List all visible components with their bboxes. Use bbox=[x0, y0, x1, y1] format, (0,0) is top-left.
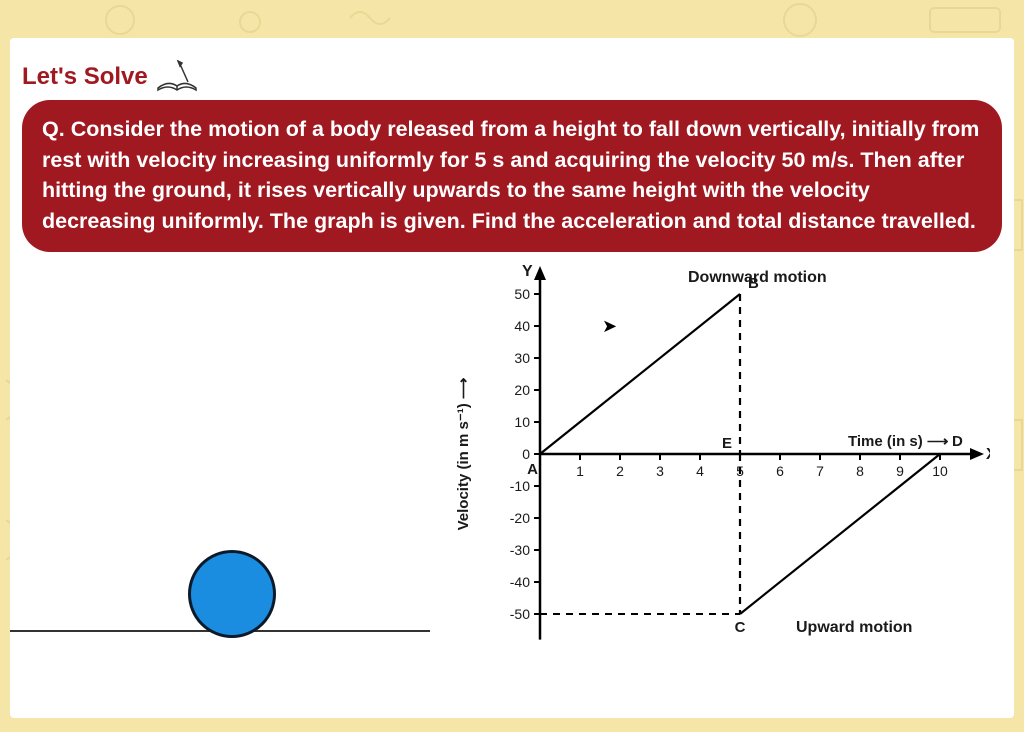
svg-text:3: 3 bbox=[656, 463, 664, 479]
svg-text:-20: -20 bbox=[510, 510, 530, 526]
svg-text:50: 50 bbox=[514, 286, 530, 302]
svg-text:-40: -40 bbox=[510, 574, 530, 590]
svg-text:4: 4 bbox=[696, 463, 704, 479]
svg-text:Upward motion: Upward motion bbox=[796, 619, 912, 636]
ball-icon bbox=[188, 550, 276, 638]
svg-text:-10: -10 bbox=[510, 478, 530, 494]
question-box: Q. Consider the motion of a body release… bbox=[22, 100, 1002, 252]
svg-text:B: B bbox=[748, 275, 759, 292]
svg-text:1: 1 bbox=[576, 463, 584, 479]
svg-text:8: 8 bbox=[856, 463, 864, 479]
svg-text:7: 7 bbox=[816, 463, 824, 479]
svg-text:C: C bbox=[735, 619, 746, 636]
svg-text:Y: Y bbox=[522, 264, 533, 280]
svg-text:X: X bbox=[986, 446, 990, 463]
svg-text:2: 2 bbox=[616, 463, 624, 479]
svg-text:20: 20 bbox=[514, 382, 530, 398]
question-prefix: Q. bbox=[42, 117, 65, 141]
svg-text:10: 10 bbox=[514, 414, 530, 430]
lower-area: YXD-50-40-30-20-100102030405012345678910… bbox=[10, 252, 1014, 662]
svg-text:D: D bbox=[952, 433, 963, 450]
velocity-time-graph: YXD-50-40-30-20-100102030405012345678910… bbox=[450, 264, 990, 664]
svg-text:Time (in s) ⟶: Time (in s) ⟶ bbox=[848, 433, 949, 450]
svg-text:30: 30 bbox=[514, 350, 530, 366]
question-text: Consider the motion of a body released f… bbox=[42, 117, 979, 233]
ball-diagram bbox=[10, 512, 430, 662]
svg-text:10: 10 bbox=[932, 463, 948, 479]
cursor-icon: ➤ bbox=[602, 316, 617, 337]
svg-text:Velocity (in m s⁻¹) ⟶: Velocity (in m s⁻¹) ⟶ bbox=[455, 377, 472, 530]
svg-text:9: 9 bbox=[896, 463, 904, 479]
header: Let's Solve bbox=[10, 38, 1014, 94]
svg-text:E: E bbox=[722, 435, 732, 452]
svg-text:-30: -30 bbox=[510, 542, 530, 558]
svg-text:0: 0 bbox=[522, 446, 530, 462]
svg-text:A: A bbox=[527, 461, 538, 478]
page-title: Let's Solve bbox=[22, 63, 148, 91]
svg-text:6: 6 bbox=[776, 463, 784, 479]
book-pencil-icon bbox=[154, 60, 200, 94]
content-card: Let's Solve Q. Consider the motion of a … bbox=[10, 38, 1014, 718]
svg-text:-50: -50 bbox=[510, 606, 530, 622]
svg-text:40: 40 bbox=[514, 318, 530, 334]
